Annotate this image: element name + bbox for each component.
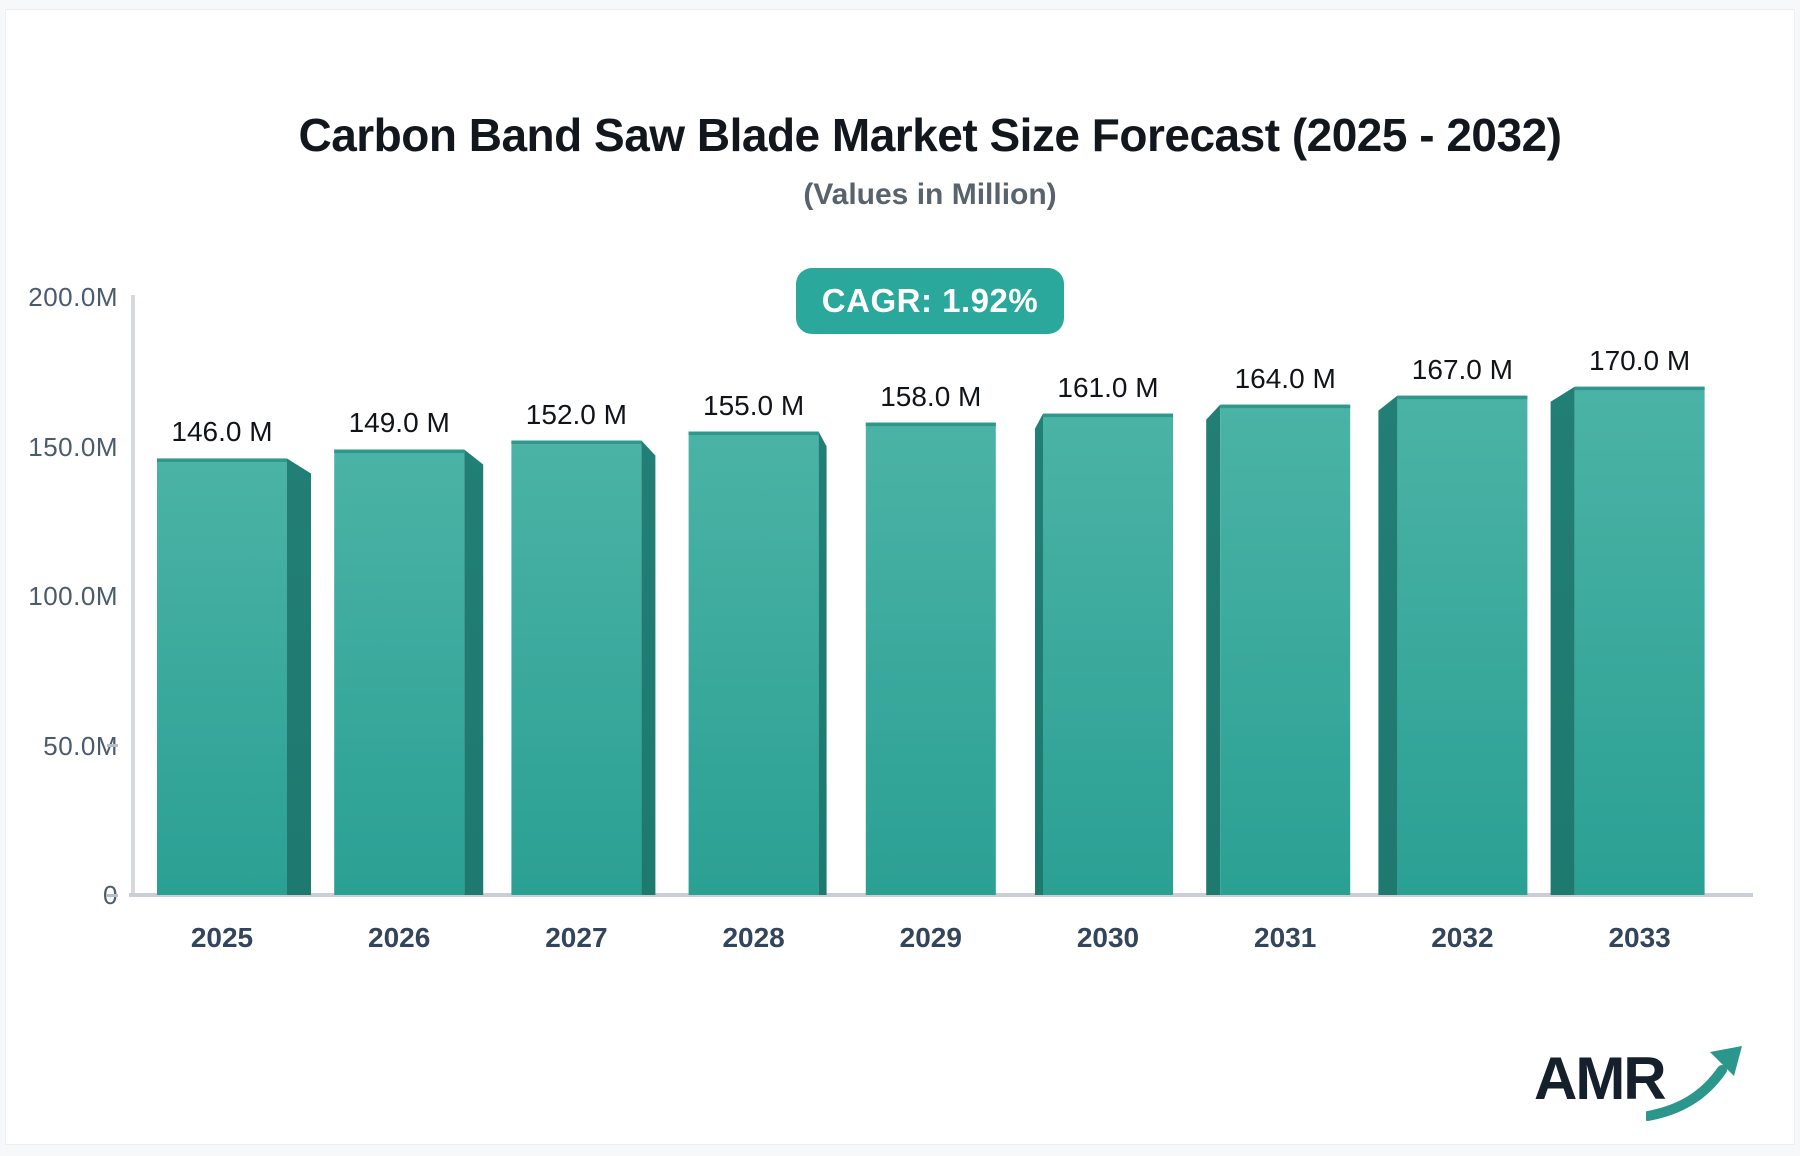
bar-2026 xyxy=(334,449,465,895)
bar-3d-side-2032 xyxy=(1378,395,1398,895)
cagr-badge: CAGR: 1.92% xyxy=(796,268,1064,334)
y-axis-tick-50 xyxy=(107,744,118,747)
x-axis-label-2032: 2032 xyxy=(1431,922,1494,953)
bar-value-label-2026: 149.0 M xyxy=(348,407,450,439)
bar-value-label-2033: 170.0 M xyxy=(1589,344,1691,376)
bar-2027 xyxy=(511,440,642,895)
bar-value-label-2030: 161.0 M xyxy=(1057,371,1159,403)
bar-top-edge-2027 xyxy=(511,440,642,445)
bar-value-label-2028: 155.0 M xyxy=(703,389,805,421)
amr-logo-arrow-icon xyxy=(1646,1046,1742,1121)
bar-top-edge-2028 xyxy=(688,431,819,436)
y-axis-label-150: 150.0M xyxy=(28,431,118,462)
chart-card: Carbon Band Saw Blade Market Size Foreca… xyxy=(5,9,1795,1145)
bar-2031 xyxy=(1220,404,1351,895)
bar-2032 xyxy=(1397,395,1528,895)
bar-top-edge-2026 xyxy=(334,449,465,453)
bar-value-label-2029: 158.0 M xyxy=(880,380,982,412)
bar-top-edge-2031 xyxy=(1220,404,1351,409)
y-axis-label-200: 200.0M xyxy=(28,282,118,312)
bar-3d-side-2025 xyxy=(287,458,311,895)
y-axis-line xyxy=(131,295,135,896)
bar-value-label-2025: 146.0 M xyxy=(171,416,273,448)
bar-top-edge-2030 xyxy=(1043,413,1173,418)
bar-3d-side-2033 xyxy=(1550,386,1575,895)
bar-top-edge-2033 xyxy=(1574,386,1705,391)
bar-3d-side-2031 xyxy=(1206,404,1221,895)
y-axis-label-100: 100.0M xyxy=(28,581,118,611)
bar-3d-side-2027 xyxy=(641,440,656,895)
x-axis-label-2029: 2029 xyxy=(899,922,962,953)
bar-2028 xyxy=(688,431,819,895)
x-axis-label-2031: 2031 xyxy=(1254,922,1317,953)
bar-3d-side-2026 xyxy=(464,449,484,895)
x-axis-label-2027: 2027 xyxy=(545,922,608,953)
bar-3d-side-2028 xyxy=(818,431,827,895)
bar-value-label-2031: 164.0 M xyxy=(1234,362,1336,394)
chart-title: Carbon Band Saw Blade Market Size Foreca… xyxy=(298,109,1562,161)
x-axis-label-2028: 2028 xyxy=(722,922,785,953)
bar-2033 xyxy=(1574,386,1705,895)
bar-top-edge-2032 xyxy=(1397,395,1528,400)
x-axis-label-2025: 2025 xyxy=(190,922,254,953)
bar-value-label-2027: 152.0 M xyxy=(525,398,627,430)
y-axis-tick-0 xyxy=(107,893,118,897)
bar-3d-side-2030 xyxy=(1035,413,1043,895)
x-axis-label-2026: 2026 xyxy=(368,922,431,953)
bar-2025 xyxy=(157,458,287,895)
bar-2029 xyxy=(865,422,996,895)
amr-logo-text: AMR xyxy=(1534,1045,1667,1112)
bar-2030 xyxy=(1043,413,1173,895)
y-axis-label-50: 50.0M xyxy=(43,730,118,761)
amr-logo: AMR xyxy=(1534,1042,1764,1126)
cagr-badge-label: CAGR: 1.92% xyxy=(821,282,1039,319)
bar-top-edge-2029 xyxy=(865,422,996,427)
bar-top-edge-2025 xyxy=(157,458,287,462)
x-axis-label-2033: 2033 xyxy=(1608,922,1671,953)
bar-value-label-2032: 167.0 M xyxy=(1411,353,1513,385)
chart-subtitle: (Values in Million) xyxy=(803,178,1057,211)
bars-plot xyxy=(157,386,1705,895)
x-axis-label-2030: 2030 xyxy=(1076,922,1140,953)
